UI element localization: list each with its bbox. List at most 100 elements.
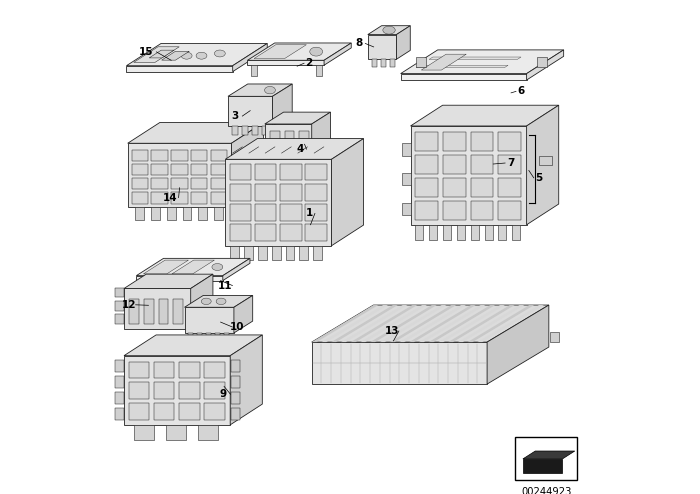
Text: 10: 10 [230, 322, 244, 332]
Bar [230, 164, 251, 180]
Polygon shape [127, 123, 263, 143]
Bar [272, 246, 281, 260]
Polygon shape [124, 288, 190, 329]
Bar [442, 202, 466, 220]
Polygon shape [265, 124, 312, 155]
Bar [230, 246, 239, 260]
Polygon shape [225, 159, 332, 246]
Bar [415, 132, 438, 151]
Bar [252, 126, 258, 135]
Polygon shape [370, 305, 437, 342]
Polygon shape [390, 305, 456, 342]
Bar [470, 155, 494, 174]
Bar [188, 333, 193, 341]
Ellipse shape [216, 298, 226, 304]
Polygon shape [228, 84, 292, 96]
Text: 3: 3 [232, 111, 239, 121]
Ellipse shape [265, 86, 275, 94]
Bar [154, 403, 174, 420]
Bar [515, 437, 578, 480]
Bar [300, 246, 308, 260]
Bar [151, 164, 168, 175]
Bar [167, 207, 176, 220]
Bar [416, 225, 423, 240]
Ellipse shape [212, 264, 223, 271]
Bar [179, 403, 200, 420]
Bar [442, 178, 466, 197]
Polygon shape [523, 459, 562, 473]
Ellipse shape [196, 52, 207, 59]
Bar [154, 382, 174, 399]
Bar [280, 184, 302, 201]
Polygon shape [410, 105, 559, 126]
Bar [270, 131, 279, 151]
Bar [115, 314, 124, 324]
Bar [256, 164, 276, 180]
Bar [316, 65, 321, 76]
Text: 11: 11 [218, 281, 233, 290]
Bar [415, 202, 438, 220]
Bar [300, 131, 309, 151]
Bar [244, 246, 253, 260]
Bar [470, 132, 494, 151]
Bar [179, 362, 200, 378]
Polygon shape [248, 43, 351, 60]
Bar [484, 225, 493, 240]
Bar [498, 155, 521, 174]
Polygon shape [254, 45, 307, 59]
Bar [415, 178, 438, 197]
Bar [537, 57, 547, 67]
Polygon shape [124, 274, 213, 288]
Text: 15: 15 [139, 47, 154, 57]
Bar [429, 225, 438, 240]
Bar [129, 362, 149, 378]
Bar [305, 164, 327, 180]
Text: 12: 12 [121, 300, 136, 310]
Polygon shape [162, 51, 189, 60]
Text: 8: 8 [356, 39, 363, 48]
Polygon shape [410, 126, 526, 225]
Polygon shape [124, 356, 230, 425]
Bar [197, 333, 202, 341]
Bar [313, 246, 322, 260]
Bar [129, 299, 139, 324]
Bar [256, 204, 276, 221]
Bar [204, 362, 225, 378]
Polygon shape [136, 276, 223, 281]
Polygon shape [360, 305, 427, 342]
Polygon shape [526, 105, 559, 225]
Polygon shape [232, 123, 263, 207]
Bar [286, 246, 295, 260]
Polygon shape [149, 50, 174, 58]
Ellipse shape [310, 47, 323, 56]
Bar [258, 246, 267, 260]
Bar [280, 204, 302, 221]
Bar [442, 132, 466, 151]
Polygon shape [400, 305, 466, 342]
Bar [372, 59, 377, 67]
Ellipse shape [202, 298, 211, 304]
Polygon shape [324, 43, 351, 65]
Polygon shape [368, 26, 410, 35]
Bar [241, 126, 248, 135]
Bar [402, 203, 410, 215]
Bar [166, 425, 186, 440]
Bar [206, 333, 211, 341]
Bar [402, 173, 410, 185]
Bar [154, 362, 174, 378]
Polygon shape [134, 47, 179, 62]
Bar [132, 164, 148, 175]
Polygon shape [332, 139, 363, 246]
Text: 9: 9 [220, 389, 227, 399]
Polygon shape [272, 84, 292, 126]
Bar [470, 202, 494, 220]
Bar [389, 59, 395, 67]
Polygon shape [190, 274, 213, 329]
Bar [262, 126, 268, 135]
Text: 7: 7 [508, 158, 514, 168]
Bar [457, 225, 465, 240]
Bar [151, 207, 160, 220]
Polygon shape [468, 305, 534, 342]
Bar [115, 301, 124, 311]
Polygon shape [136, 258, 250, 276]
